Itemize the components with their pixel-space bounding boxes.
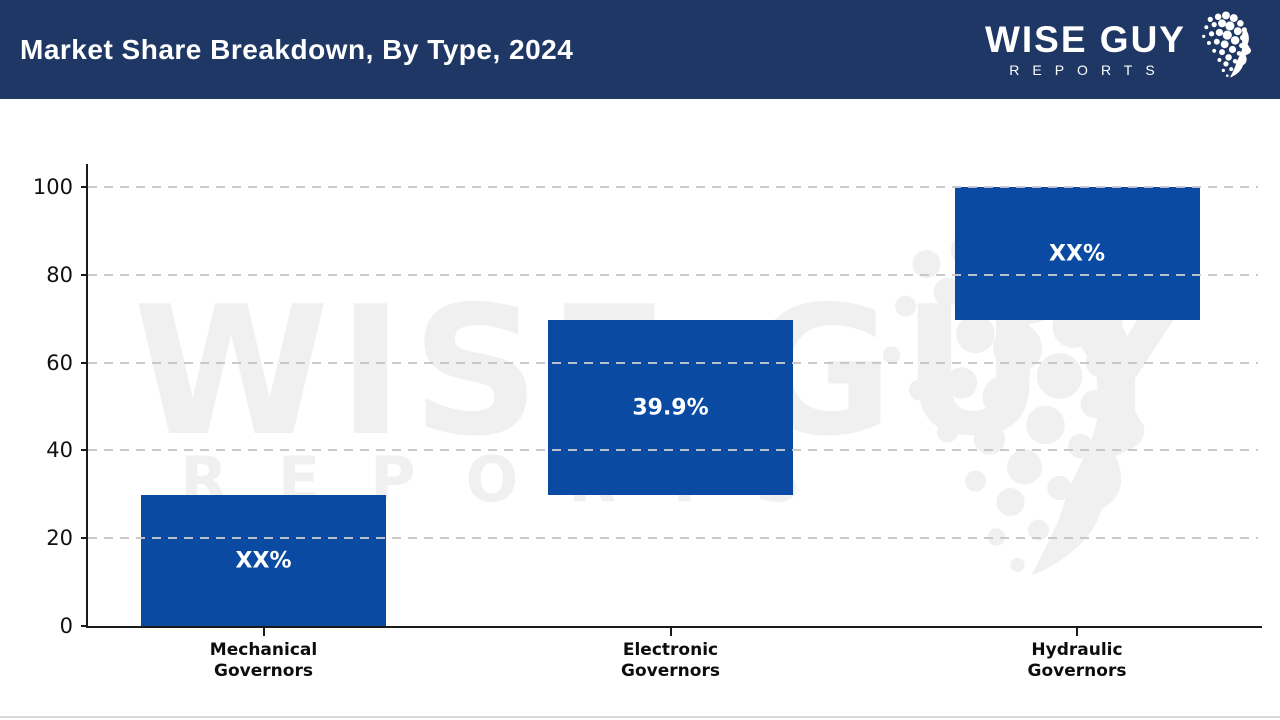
header-bar: Market Share Breakdown, By Type, 2024 WI… — [0, 0, 1280, 99]
gridline-40 — [88, 449, 1258, 452]
x-tick-1 — [669, 628, 672, 636]
brand-logo-text: WISE GUY REPORTS — [985, 21, 1186, 78]
y-tick-label-0: 0 — [59, 614, 73, 638]
x-category-label-2: Hydraulic Governors — [1027, 640, 1127, 682]
x-category-label-1: Electronic Governors — [621, 640, 720, 682]
bar-electronic-governors — [548, 320, 793, 496]
y-tick-100 — [81, 186, 88, 188]
x-tick-0 — [262, 628, 265, 636]
y-tick-label-100: 100 — [32, 175, 73, 199]
bottom-border — [0, 716, 1280, 718]
brand-logo: WISE GUY REPORTS — [985, 10, 1260, 89]
x-tick-2 — [1076, 628, 1078, 636]
y-tick-label-20: 20 — [46, 526, 73, 551]
x-category-label-0: Mechanical Governors — [209, 640, 318, 682]
gridline-80 — [88, 273, 1258, 276]
gridline-20 — [88, 537, 1258, 540]
bar-hydraulic-governors — [954, 187, 1200, 321]
gridline-60 — [88, 361, 1258, 364]
brand-name: WISE GUY — [984, 19, 1186, 60]
y-tick-label-80: 80 — [46, 262, 73, 287]
bar-mechanical-governors — [141, 495, 386, 626]
gridline-100 — [88, 186, 1258, 188]
chart-title: Market Share Breakdown, By Type, 2024 — [20, 33, 574, 65]
y-tick-80 — [81, 273, 88, 276]
y-axis-line — [86, 164, 88, 628]
y-tick-label-40: 40 — [46, 438, 73, 463]
y-tick-20 — [81, 537, 88, 540]
y-tick-label-60: 60 — [46, 350, 73, 375]
bar-value-label-mechanical-governors: XX% — [235, 548, 292, 574]
brand-subtitle: REPORTS — [1009, 62, 1168, 78]
bar-value-label-electronic-governors: 39.9% — [632, 395, 709, 421]
y-tick-60 — [81, 361, 88, 364]
y-tick-40 — [81, 449, 88, 452]
x-axis-line — [86, 626, 1262, 628]
y-tick-0 — [81, 625, 88, 627]
brand-head-dots-icon — [1202, 11, 1252, 78]
bar-value-label-hydraulic-governors: XX% — [1049, 241, 1105, 266]
